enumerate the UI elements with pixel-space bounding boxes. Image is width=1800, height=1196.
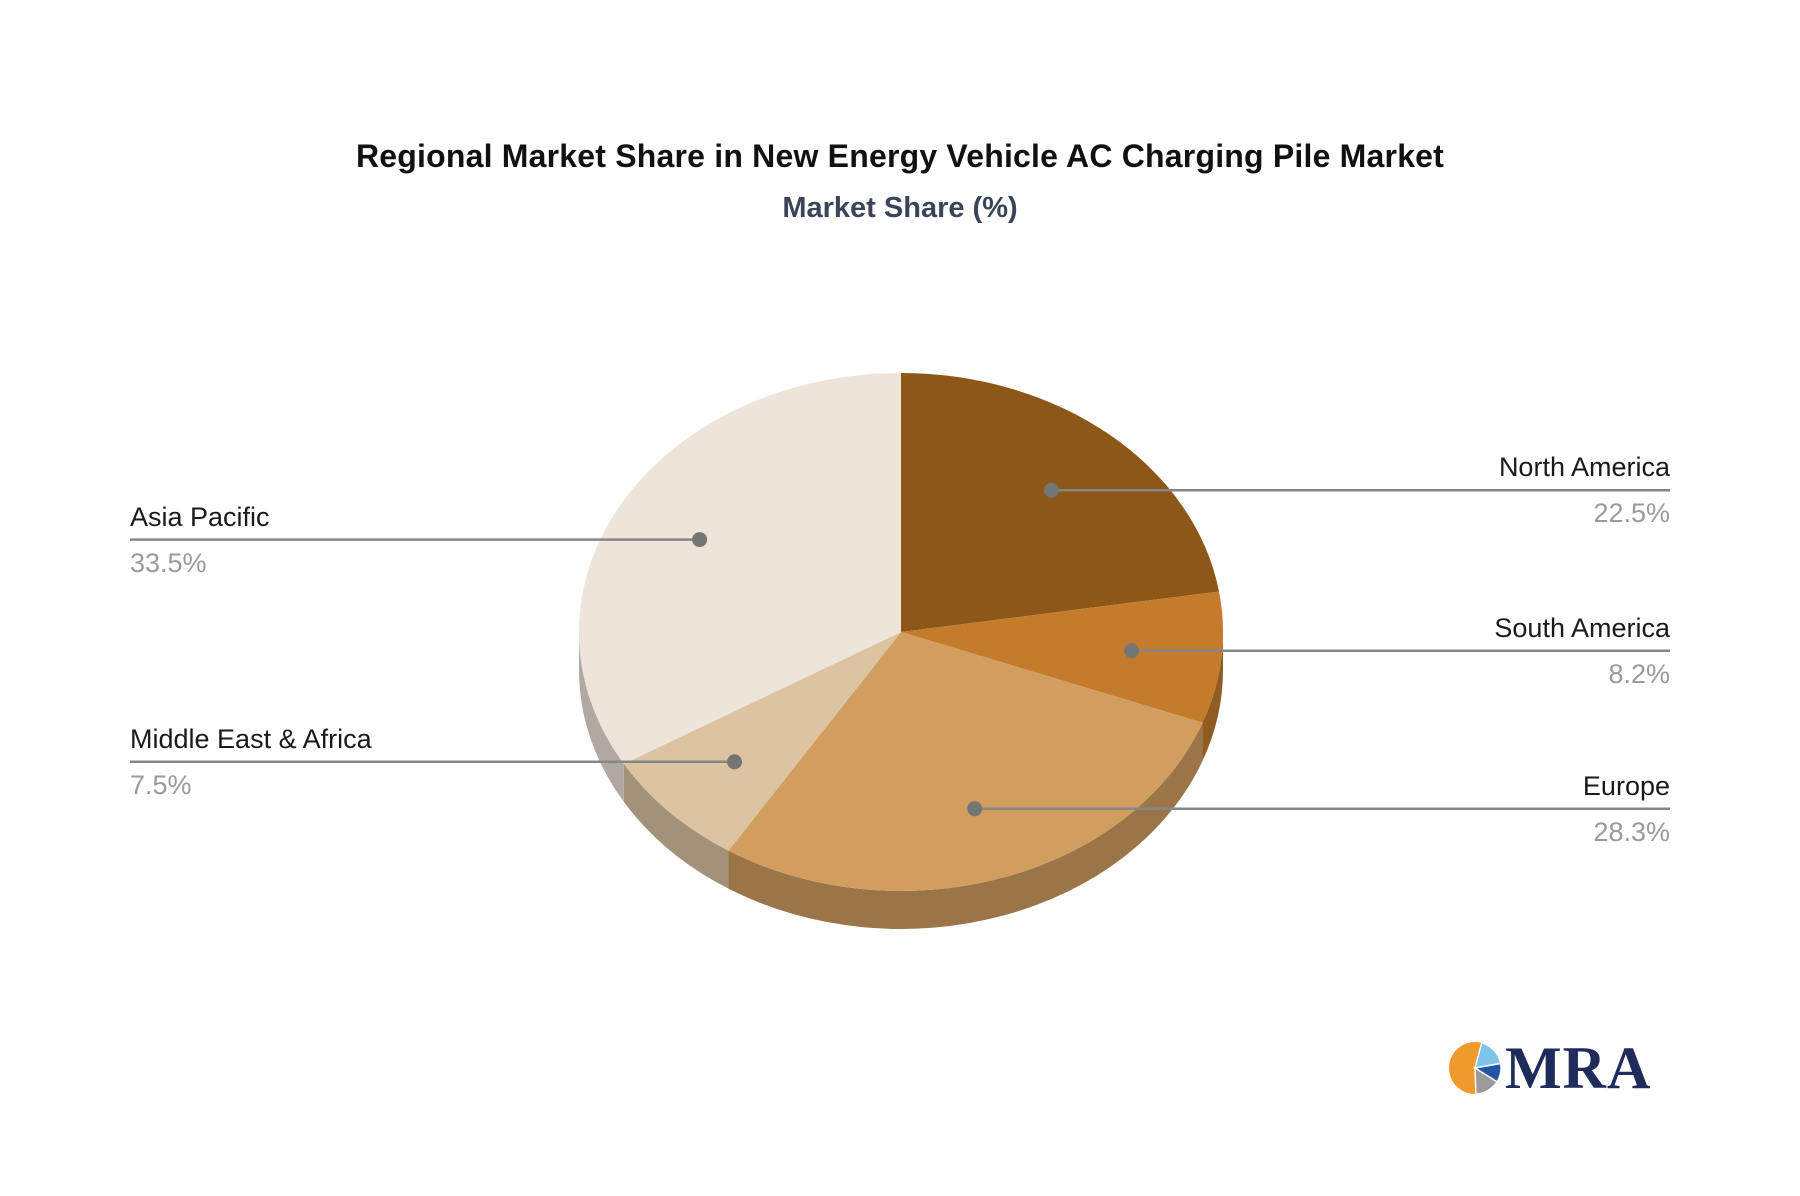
pie-slice-side-south-america xyxy=(1202,632,1223,761)
slice-name: Asia Pacific xyxy=(130,501,270,532)
pie-slice-side-asia-pacific xyxy=(579,632,624,802)
brand-logo: MRA xyxy=(1448,1038,1651,1098)
chart-subtitle: Market Share (%) xyxy=(782,192,1018,224)
pie-slice-north-america[interactable] xyxy=(901,373,1220,632)
leader-dot-south-america xyxy=(1124,643,1140,659)
slice-label-south-america: South America 8.2% xyxy=(1494,613,1670,689)
slice-label-europe: Europe 28.3% xyxy=(1583,771,1670,847)
slice-percent: 22.5% xyxy=(1593,498,1670,529)
pie-slice-south-america[interactable] xyxy=(901,591,1223,723)
slice-percent: 7.5% xyxy=(130,769,192,800)
logo-text: MRA xyxy=(1505,1035,1652,1101)
slice-name: North America xyxy=(1498,452,1670,483)
slice-percent: 33.5% xyxy=(130,547,207,578)
pie-slice-middle-east-africa[interactable] xyxy=(623,632,901,851)
slice-name: Europe xyxy=(1582,770,1670,801)
slice-name: South America xyxy=(1494,612,1670,643)
pie-slice-side-middle-east-africa xyxy=(623,763,729,889)
slice-label-asia-pacific: Asia Pacific 33.5% xyxy=(130,502,270,578)
slice-label-middle-east-africa: Middle East & Africa 7.5% xyxy=(130,724,372,800)
leader-dot-asia-pacific xyxy=(692,532,708,548)
leader-dot-middle-east-africa xyxy=(727,754,743,770)
pie-slice-asia-pacific[interactable] xyxy=(579,373,901,764)
slice-label-north-america: North America 22.5% xyxy=(1499,452,1670,528)
pie-slice-europe[interactable] xyxy=(728,632,1203,892)
chart-title: Regional Market Share in New Energy Vehi… xyxy=(355,138,1445,174)
leader-dot-europe xyxy=(967,801,983,817)
slice-name: Middle East & Africa xyxy=(130,723,372,754)
logo-pie-icon xyxy=(1449,1042,1502,1095)
slice-percent: 28.3% xyxy=(1593,816,1670,847)
leader-dot-north-america xyxy=(1044,482,1060,498)
slice-percent: 8.2% xyxy=(1608,658,1670,689)
pie-slice-side-europe xyxy=(728,722,1203,929)
